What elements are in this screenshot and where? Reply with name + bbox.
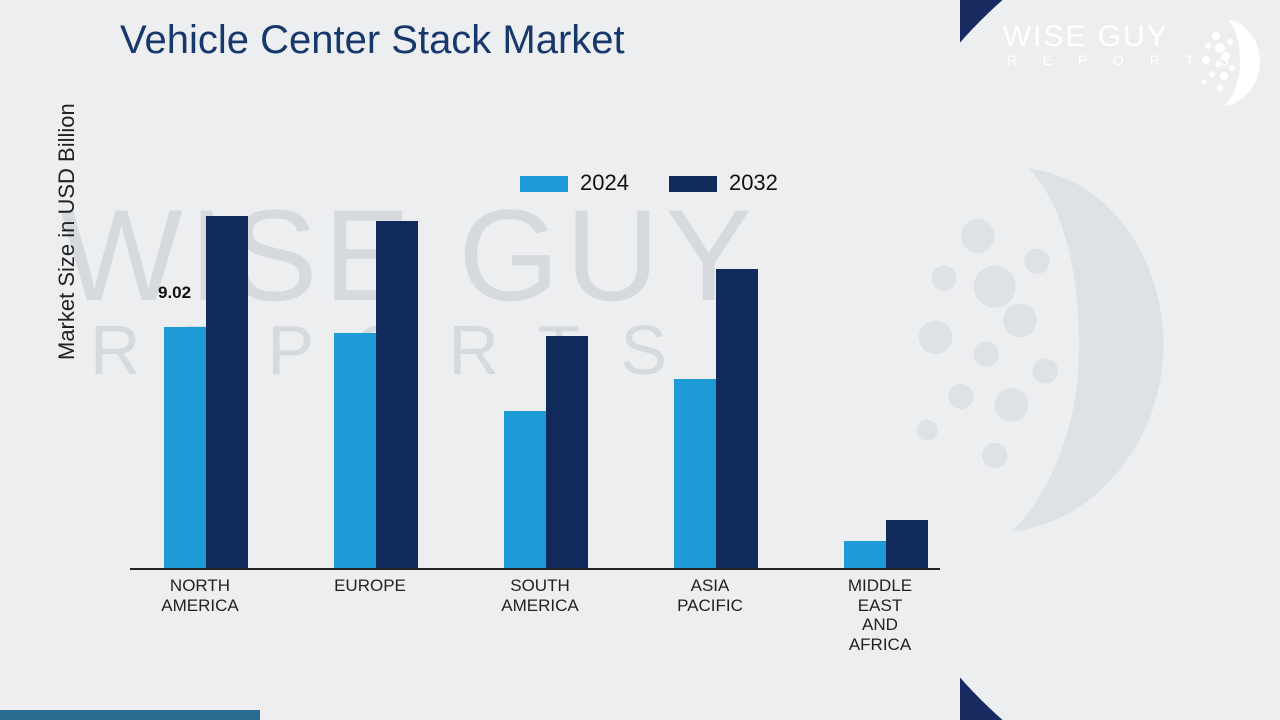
category-label: NORTHAMERICA — [130, 568, 270, 615]
bar-2032 — [376, 221, 418, 568]
bar-2024 — [674, 379, 716, 568]
legend: 2024 2032 — [520, 170, 778, 196]
bar-2024 — [334, 333, 376, 568]
bar-2032 — [206, 216, 248, 568]
bar-2024 — [504, 411, 546, 568]
bar-2024 — [164, 327, 206, 568]
page-title: Vehicle Center Stack Market — [120, 18, 625, 63]
brand-logo: WISE GUY R E P O R T S — [1003, 20, 1240, 68]
bar-2032 — [546, 336, 588, 568]
category-label: MIDDLEEASTANDAFRICA — [810, 568, 950, 654]
legend-item-2024: 2024 — [520, 170, 629, 196]
bottom-accent-bar — [0, 710, 260, 720]
category-label: ASIAPACIFIC — [640, 568, 780, 615]
value-label: 9.02 — [158, 283, 191, 303]
logo-line1: WISE GUY — [1003, 20, 1240, 54]
bar-2032 — [886, 520, 928, 568]
category-label: EUROPE — [300, 568, 440, 596]
logo-line2: R E P O R T S — [1003, 52, 1240, 68]
bar-2032 — [716, 269, 758, 568]
legend-item-2032: 2032 — [669, 170, 778, 196]
legend-swatch-2024 — [520, 176, 568, 192]
legend-swatch-2032 — [669, 176, 717, 192]
y-axis-label: Market Size in USD Billion — [54, 103, 80, 360]
category-label: SOUTHAMERICA — [470, 568, 610, 615]
chart: Market Size in USD Billion NORTHAMERICAE… — [60, 160, 960, 620]
bar-2024 — [844, 541, 886, 568]
plot-area: NORTHAMERICAEUROPESOUTHAMERICAASIAPACIFI… — [130, 170, 940, 570]
